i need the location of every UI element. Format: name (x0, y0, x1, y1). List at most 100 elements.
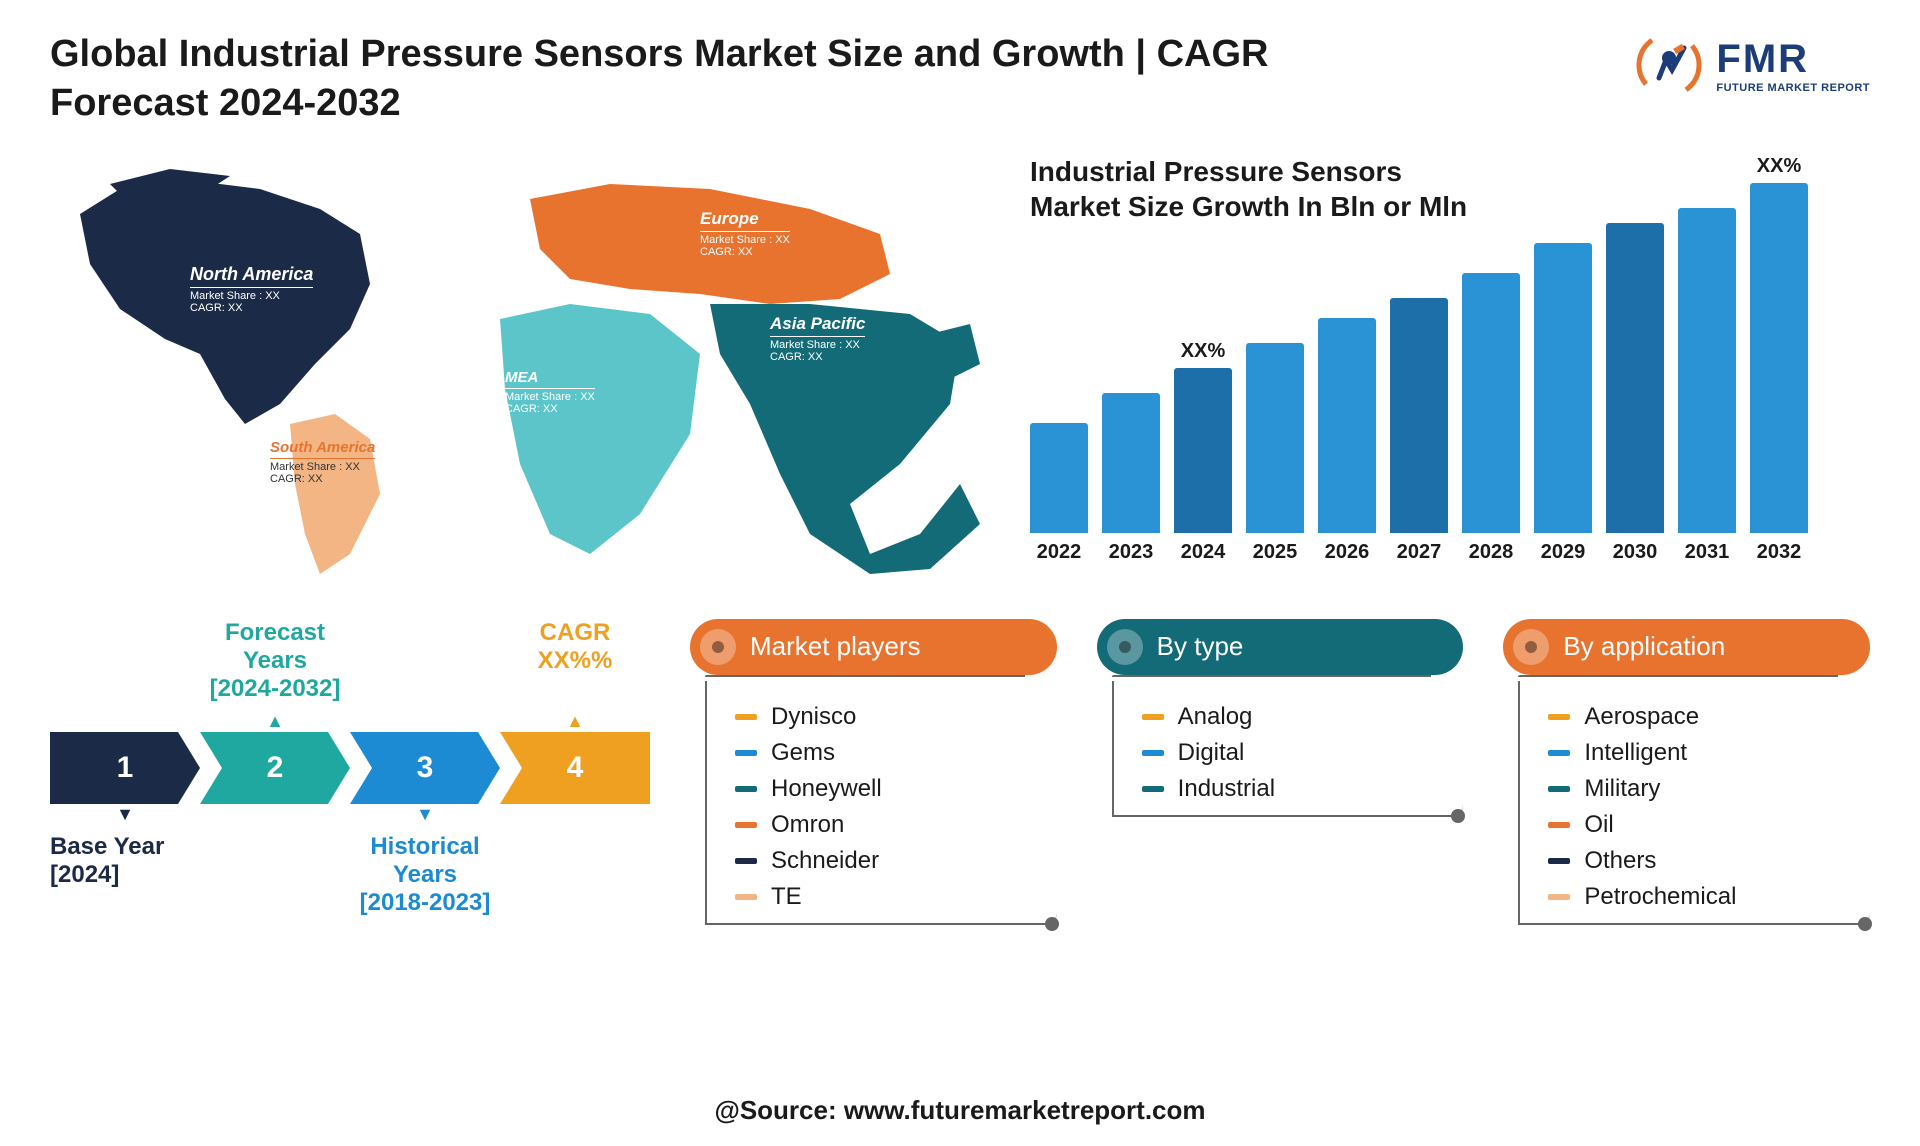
category-list-players: Dynisco Gems Honeywell Omron Schneider TE (735, 699, 1057, 915)
list-item-marker (735, 822, 757, 828)
list-item-text: Petrochemical (1584, 883, 1736, 911)
world-map: North America Market Share : XX CAGR: XX… (50, 154, 1000, 584)
list-item: Analog (1142, 699, 1464, 735)
list-item-marker (735, 858, 757, 864)
list-item-text: Schneider (771, 847, 879, 875)
list-item-marker (735, 786, 757, 792)
list-item-marker (1548, 858, 1570, 864)
list-item-marker (1548, 786, 1570, 792)
list-item-text: Analog (1178, 703, 1253, 731)
list-item-text: Omron (771, 811, 844, 839)
chart-bar (1606, 223, 1664, 533)
category-header-application: By application (1503, 619, 1870, 675)
list-item-marker (1142, 750, 1164, 756)
timeline: Forecast Years[2024-2032] CAGRXX%% ▲▲ 1 … (50, 619, 650, 917)
brand-logo: FMR FUTURE MARKET REPORT (1634, 30, 1870, 100)
region-label-ap: Asia Pacific Market Share : XX CAGR: XX (770, 314, 865, 363)
chart-bar (1318, 318, 1376, 533)
list-item: Gems (735, 735, 1057, 771)
bar-col: 2022 (1030, 423, 1088, 564)
list-item-text: Gems (771, 739, 835, 767)
bar-col: 2023 (1102, 393, 1160, 564)
page-title: Global Industrial Pressure Sensors Marke… (50, 30, 1300, 129)
list-item-marker (1548, 894, 1570, 900)
category-by-type: By type Analog Digital Industrial (1097, 619, 1464, 817)
list-item-marker (735, 714, 757, 720)
bar-col: 2031 (1678, 208, 1736, 564)
category-by-application: By application Aerospace Intelligent Milit… (1503, 619, 1870, 925)
category-header-players: Market players (690, 619, 1057, 675)
timeline-forecast-label: Forecast Years[2024-2032] (200, 619, 350, 703)
list-item: Oil (1548, 807, 1870, 843)
list-item: Honeywell (735, 771, 1057, 807)
list-item-marker (1548, 750, 1570, 756)
list-item-marker (735, 894, 757, 900)
chart-bar (1534, 243, 1592, 533)
list-item: Others (1548, 843, 1870, 879)
category-market-players: Market players Dynisco Gems Honeywell Omron… (690, 619, 1057, 925)
chart-bar (1750, 183, 1808, 533)
logo-icon (1634, 30, 1704, 100)
bar-chart-bars: 20222023XX%20242025202620272028202920302… (1030, 244, 1870, 564)
bar-year-label: 2027 (1397, 541, 1442, 564)
list-item: Schneider (735, 843, 1057, 879)
list-item-text: Intelligent (1584, 739, 1687, 767)
list-item-marker (735, 750, 757, 756)
growth-chart: Industrial Pressure Sensors Market Size … (1030, 154, 1870, 584)
chart-title: Industrial Pressure Sensors Market Size … (1030, 154, 1480, 224)
bar-year-label: 2024 (1181, 541, 1226, 564)
bar-year-label: 2030 (1613, 541, 1658, 564)
list-item: Aerospace (1548, 699, 1870, 735)
category-list-type: Analog Digital Industrial (1142, 699, 1464, 807)
list-item-marker (1548, 714, 1570, 720)
list-item-text: Aerospace (1584, 703, 1699, 731)
list-item: Digital (1142, 735, 1464, 771)
bar-year-label: 2029 (1541, 541, 1586, 564)
chart-bar (1246, 343, 1304, 533)
bar-year-label: 2028 (1469, 541, 1514, 564)
chart-bar (1390, 298, 1448, 533)
category-header-type: By type (1097, 619, 1464, 675)
bar-year-label: 2022 (1037, 541, 1082, 564)
bar-col: 2029 (1534, 243, 1592, 564)
bar-year-label: 2032 (1757, 541, 1802, 564)
bar-col: 2026 (1318, 318, 1376, 564)
region-label-eu: Europe Market Share : XX CAGR: XX (700, 209, 790, 258)
list-item-text: Honeywell (771, 775, 882, 803)
list-item: Intelligent (1548, 735, 1870, 771)
list-item: TE (735, 879, 1057, 915)
bar-col: 2025 (1246, 343, 1304, 564)
region-label-sa: South America Market Share : XX CAGR: XX (270, 439, 375, 485)
logo-text-sub: FUTURE MARKET REPORT (1716, 82, 1870, 94)
bar-year-label: 2023 (1109, 541, 1154, 564)
list-item: Military (1548, 771, 1870, 807)
list-item-text: Military (1584, 775, 1660, 803)
bar-year-label: 2031 (1685, 541, 1730, 564)
chart-bar (1462, 273, 1520, 533)
list-item-text: Digital (1178, 739, 1245, 767)
list-item: Industrial (1142, 771, 1464, 807)
list-item-marker (1142, 714, 1164, 720)
bar-col: XX%2024 (1174, 368, 1232, 564)
bar-year-label: 2026 (1325, 541, 1370, 564)
list-item-text: Others (1584, 847, 1656, 875)
list-item-marker (1548, 822, 1570, 828)
header: Global Industrial Pressure Sensors Marke… (50, 30, 1870, 129)
list-item: Dynisco (735, 699, 1057, 735)
bar-col: XX%2032 (1750, 183, 1808, 564)
list-item-text: Dynisco (771, 703, 856, 731)
chart-bar (1678, 208, 1736, 533)
list-item: Omron (735, 807, 1057, 843)
category-list-application: Aerospace Intelligent Military Oil Others Pet… (1548, 699, 1870, 915)
bar-col: 2030 (1606, 223, 1664, 564)
list-item-text: Industrial (1178, 775, 1275, 803)
list-item: Petrochemical (1548, 879, 1870, 915)
logo-text-main: FMR (1716, 37, 1870, 82)
timeline-cagr-label: CAGRXX%% (500, 619, 650, 703)
bar-value-marker: XX% (1757, 155, 1801, 178)
chart-bar (1174, 368, 1232, 533)
bar-value-marker: XX% (1181, 340, 1225, 363)
list-item-text: Oil (1584, 811, 1613, 839)
bar-year-label: 2025 (1253, 541, 1298, 564)
region-label-mea: MEA Market Share : XX CAGR: XX (505, 369, 595, 415)
